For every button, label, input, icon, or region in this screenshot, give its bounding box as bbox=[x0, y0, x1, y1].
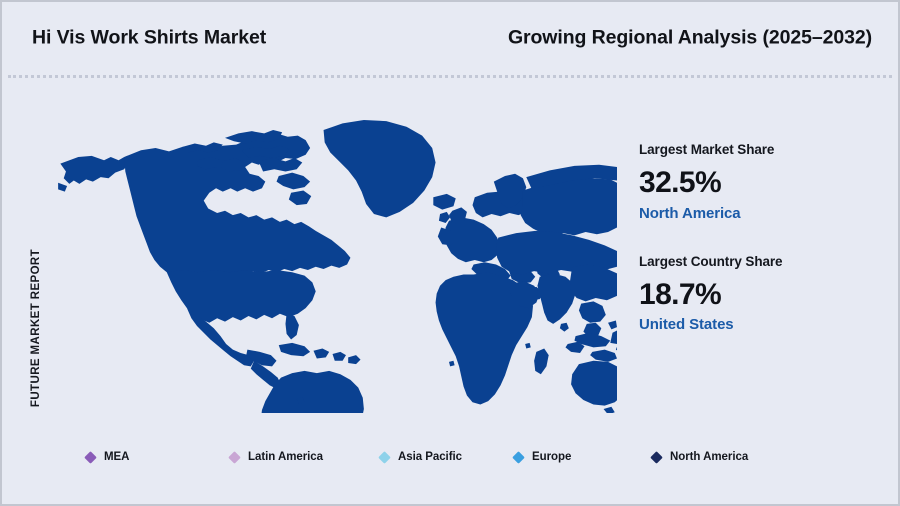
diamond-marker-icon bbox=[228, 450, 241, 464]
legend-item-north-america: North America bbox=[650, 448, 749, 466]
legend-item-mea: MEA bbox=[84, 448, 130, 466]
legend-label: Europe bbox=[532, 451, 572, 463]
stat-largest-country-share: Largest Country Share 18.7% United State… bbox=[639, 254, 889, 334]
header: Hi Vis Work Shirts Market Growing Region… bbox=[2, 2, 898, 78]
stat-label: Largest Market Share bbox=[639, 142, 775, 157]
legend-label: MEA bbox=[104, 451, 130, 463]
legend-item-europe: Europe bbox=[512, 448, 572, 466]
legend-label: North America bbox=[670, 451, 749, 463]
brand-vertical-label: FUTURE MARKET REPORT bbox=[26, 238, 46, 418]
stat-value: 32.5% bbox=[639, 166, 722, 199]
legend-label: Latin America bbox=[248, 451, 323, 463]
map-landmasses bbox=[58, 119, 617, 413]
stat-value: 18.7% bbox=[639, 277, 722, 311]
diamond-marker-icon bbox=[378, 450, 391, 464]
world-map-svg bbox=[58, 119, 617, 413]
diamond-marker-icon bbox=[84, 450, 97, 464]
stat-largest-market-share: Largest Market Share 32.5% North America bbox=[639, 142, 889, 222]
stats-panel: Largest Market Share 32.5% North America… bbox=[639, 142, 889, 365]
legend-item-asia-pacific: Asia Pacific bbox=[378, 448, 462, 466]
header-subtitle: Growing Regional Analysis (2025–2032) bbox=[507, 26, 872, 49]
diamond-marker-icon bbox=[650, 450, 663, 464]
stat-region: North America bbox=[639, 204, 741, 222]
stat-region: United States bbox=[639, 316, 734, 333]
stat-label: Largest Country Share bbox=[639, 253, 783, 269]
diamond-marker-icon bbox=[512, 450, 525, 464]
legend-item-latin-america: Latin America bbox=[228, 448, 323, 466]
header-divider bbox=[8, 75, 892, 78]
legend-label: Asia Pacific bbox=[398, 451, 462, 463]
world-map bbox=[57, 98, 617, 413]
legend: MEA Latin America Asia Pacific Europe No… bbox=[84, 448, 806, 466]
page-title: Hi Vis Work Shirts Market bbox=[32, 26, 267, 49]
brand-text: FUTURE MARKET REPORT bbox=[30, 248, 43, 408]
